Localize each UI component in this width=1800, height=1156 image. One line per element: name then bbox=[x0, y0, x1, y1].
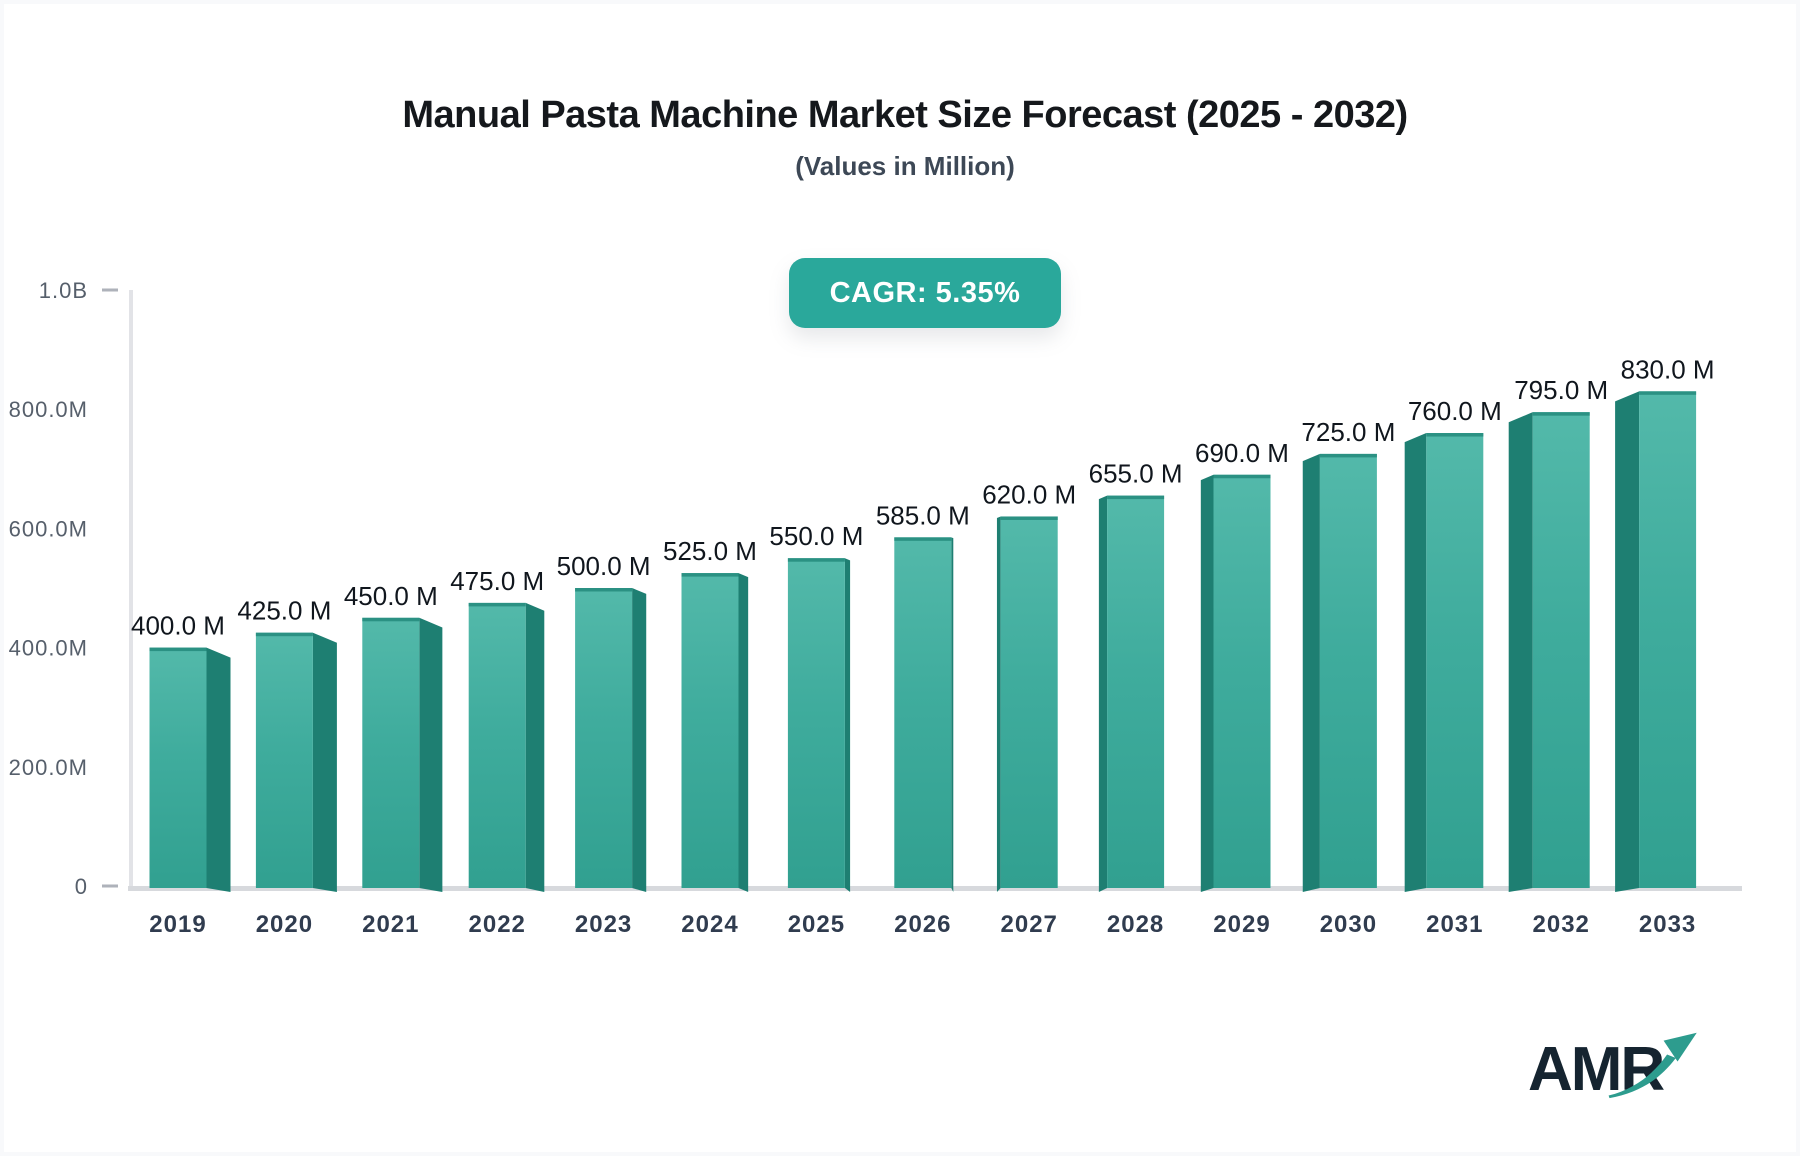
bar bbox=[1213, 474, 1271, 888]
bar-top-cap bbox=[681, 573, 739, 577]
amr-logo-text: AMR bbox=[1528, 1035, 1665, 1104]
bar-top-cap bbox=[1107, 495, 1165, 500]
bar-top-cap bbox=[894, 537, 952, 541]
chart-title: Manual Pasta Machine Market Size Forecas… bbox=[402, 94, 1408, 136]
chart-header: Manual Pasta Machine Market Size Forecas… bbox=[0, 94, 1800, 182]
bar-top-cap bbox=[1213, 474, 1271, 479]
bar-side-face bbox=[1098, 495, 1108, 892]
bar bbox=[1426, 433, 1484, 888]
bar-value-label: 425.0 M bbox=[237, 596, 331, 626]
bar-top-cap bbox=[1639, 391, 1697, 395]
y-axis-line bbox=[129, 290, 133, 890]
bar-side-face bbox=[1200, 474, 1214, 892]
x-tick-label: 2020 bbox=[256, 911, 313, 938]
bar-side-face bbox=[1615, 391, 1640, 892]
bar bbox=[1639, 391, 1697, 888]
bar-value-label: 585.0 M bbox=[876, 500, 970, 530]
bar-side-face bbox=[1508, 412, 1533, 892]
x-tick-label: 2032 bbox=[1533, 911, 1590, 938]
bar-value-label: 795.0 M bbox=[1514, 375, 1608, 405]
bar-side-face bbox=[206, 647, 231, 892]
y-tick-label: 600.0M bbox=[9, 516, 88, 541]
x-tick-label: 2025 bbox=[788, 911, 845, 938]
bar-side-face bbox=[1404, 433, 1427, 892]
bar-side-face bbox=[844, 558, 851, 892]
bar bbox=[1107, 495, 1165, 888]
bar-side-face bbox=[525, 602, 545, 892]
x-axis-line bbox=[128, 886, 1742, 891]
bar bbox=[894, 537, 952, 888]
x-tick-label: 2023 bbox=[575, 911, 632, 938]
y-tick-label: 800.0M bbox=[9, 397, 88, 422]
bar-side-face bbox=[312, 632, 337, 892]
bar-value-label: 550.0 M bbox=[769, 521, 863, 551]
x-tick-label: 2027 bbox=[1001, 911, 1058, 938]
bar-side-face bbox=[951, 537, 954, 892]
y-tick-label: 200.0M bbox=[9, 755, 88, 780]
cagr-badge-label: CAGR: 5.35% bbox=[829, 276, 1021, 309]
bar bbox=[468, 602, 526, 888]
x-tick-label: 2024 bbox=[681, 911, 738, 938]
bar-side-face bbox=[419, 617, 443, 892]
x-tick-label: 2030 bbox=[1320, 911, 1377, 938]
bar bbox=[362, 617, 420, 888]
bar-top-cap bbox=[149, 647, 207, 652]
x-tick-label: 2021 bbox=[362, 911, 419, 938]
bar bbox=[1000, 516, 1058, 888]
y-tick-dash bbox=[102, 884, 118, 888]
y-tick-label: 0 bbox=[75, 874, 88, 899]
bar-top-cap bbox=[468, 602, 526, 607]
bar-side-face bbox=[738, 573, 749, 892]
bar-value-label: 400.0 M bbox=[131, 611, 225, 641]
bar-value-label: 475.0 M bbox=[450, 566, 544, 596]
amr-logo: AMR bbox=[1528, 1032, 1768, 1134]
bar-value-label: 725.0 M bbox=[1301, 417, 1395, 447]
chart-subtitle: (Values in Million) bbox=[795, 151, 1015, 181]
bar bbox=[681, 573, 739, 888]
bar bbox=[255, 632, 313, 888]
x-tick-label: 2029 bbox=[1213, 911, 1270, 938]
bar-value-label: 760.0 M bbox=[1408, 396, 1502, 426]
y-tick-dash bbox=[102, 288, 118, 292]
bar-value-label: 500.0 M bbox=[557, 551, 651, 581]
cagr-badge: CAGR: 5.35% bbox=[789, 258, 1061, 328]
x-tick-label: 2031 bbox=[1426, 911, 1483, 938]
bar-side-face bbox=[632, 588, 647, 892]
x-tick-label: 2022 bbox=[469, 911, 526, 938]
bar-value-label: 525.0 M bbox=[663, 536, 757, 566]
bar bbox=[1532, 412, 1590, 888]
bar bbox=[787, 558, 845, 888]
bar-value-label: 620.0 M bbox=[982, 479, 1076, 509]
bar-side-face bbox=[1302, 453, 1320, 892]
bar-top-cap bbox=[1426, 433, 1484, 437]
bar bbox=[1319, 453, 1377, 888]
bar-top-cap bbox=[1319, 453, 1377, 458]
bar-top-cap bbox=[255, 632, 313, 637]
bar-top-cap bbox=[362, 617, 420, 622]
y-tick-label: 1.0B bbox=[39, 278, 88, 303]
bar-value-label: 690.0 M bbox=[1195, 438, 1289, 468]
bar bbox=[575, 588, 633, 888]
x-tick-label: 2028 bbox=[1107, 911, 1164, 938]
bar bbox=[149, 647, 207, 888]
growth-arrow-icon bbox=[1608, 1032, 1697, 1099]
bar-value-label: 830.0 M bbox=[1621, 354, 1715, 384]
bar-top-cap bbox=[1532, 412, 1590, 416]
bar-side-face bbox=[996, 516, 1001, 892]
bar-top-cap bbox=[575, 588, 633, 592]
bar-top-cap bbox=[1000, 516, 1058, 520]
bar-value-label: 450.0 M bbox=[344, 581, 438, 611]
x-tick-label: 2026 bbox=[894, 911, 951, 938]
x-tick-label: 2033 bbox=[1639, 911, 1696, 938]
y-tick-label: 400.0M bbox=[9, 636, 88, 661]
x-tick-label: 2019 bbox=[149, 911, 206, 938]
bar-value-label: 655.0 M bbox=[1089, 459, 1183, 489]
bar-top-cap bbox=[787, 558, 845, 562]
